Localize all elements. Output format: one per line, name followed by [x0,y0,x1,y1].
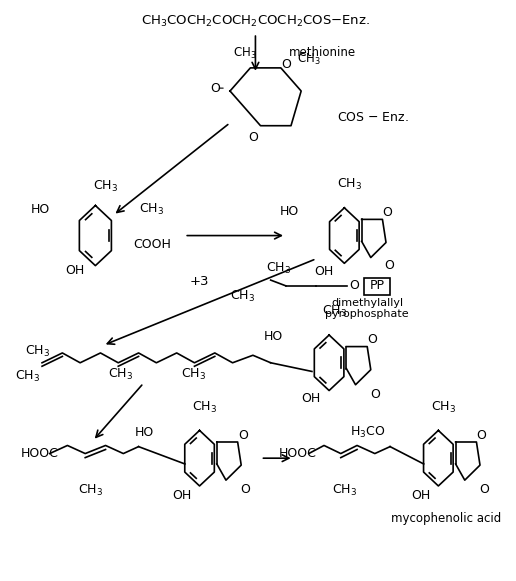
Text: OH: OH [314,265,334,278]
Text: CH$_3$: CH$_3$ [431,400,456,415]
Text: COS $-$ Enz.: COS $-$ Enz. [337,110,409,124]
Text: O: O [210,81,220,95]
Text: CH$_3$: CH$_3$ [297,52,320,67]
Text: HOOC: HOOC [278,447,316,460]
Text: methionine: methionine [288,46,356,59]
Text: HO: HO [30,203,50,216]
Text: O: O [370,388,380,401]
Text: CH$_3$: CH$_3$ [230,289,255,304]
Text: CH$_3$: CH$_3$ [78,482,103,497]
Text: dimethylallyl: dimethylallyl [331,297,404,308]
Text: O: O [238,429,248,442]
Text: O: O [281,59,291,71]
Text: OH: OH [66,264,85,277]
Text: O: O [349,279,360,292]
Text: CH$_3$: CH$_3$ [181,367,206,382]
Text: O: O [367,333,377,346]
Text: COOH: COOH [134,238,171,251]
Text: HO: HO [264,330,283,343]
Text: O: O [479,483,489,497]
Text: HO: HO [279,205,299,218]
Text: PP: PP [369,279,384,292]
Text: O: O [477,429,487,442]
Text: O: O [382,206,393,219]
Text: CH$_3$: CH$_3$ [15,368,40,383]
Text: CH$_3$: CH$_3$ [25,344,51,358]
Text: CH$_3$: CH$_3$ [337,177,362,192]
Text: CH$_3$: CH$_3$ [108,367,133,382]
Text: O: O [248,131,258,144]
Text: CH$_3$: CH$_3$ [192,400,217,415]
Text: CH$_3$: CH$_3$ [266,261,291,276]
Text: CH$_3$: CH$_3$ [321,304,347,320]
Text: CH$_3$: CH$_3$ [233,46,257,61]
Text: CH$_3$: CH$_3$ [93,179,118,194]
Text: OH: OH [411,489,430,502]
Text: O: O [240,483,250,497]
Text: CH$_3$COCH$_2$COCH$_2$COCH$_2$COS$-$Enz.: CH$_3$COCH$_2$COCH$_2$COCH$_2$COS$-$Enz. [141,14,370,29]
Text: pyrophosphate: pyrophosphate [326,309,409,318]
Text: +3: +3 [190,275,209,288]
Text: CH$_3$: CH$_3$ [332,482,357,497]
Text: OH: OH [172,489,191,502]
Text: mycophenolic acid: mycophenolic acid [391,512,501,525]
Text: H$_3$CO: H$_3$CO [350,425,385,440]
Text: CH$_3$: CH$_3$ [139,202,164,217]
Text: OH: OH [302,392,321,405]
Text: O: O [384,259,394,272]
Text: HOOC: HOOC [21,447,59,460]
FancyBboxPatch shape [364,278,390,295]
Text: HO: HO [135,426,154,439]
